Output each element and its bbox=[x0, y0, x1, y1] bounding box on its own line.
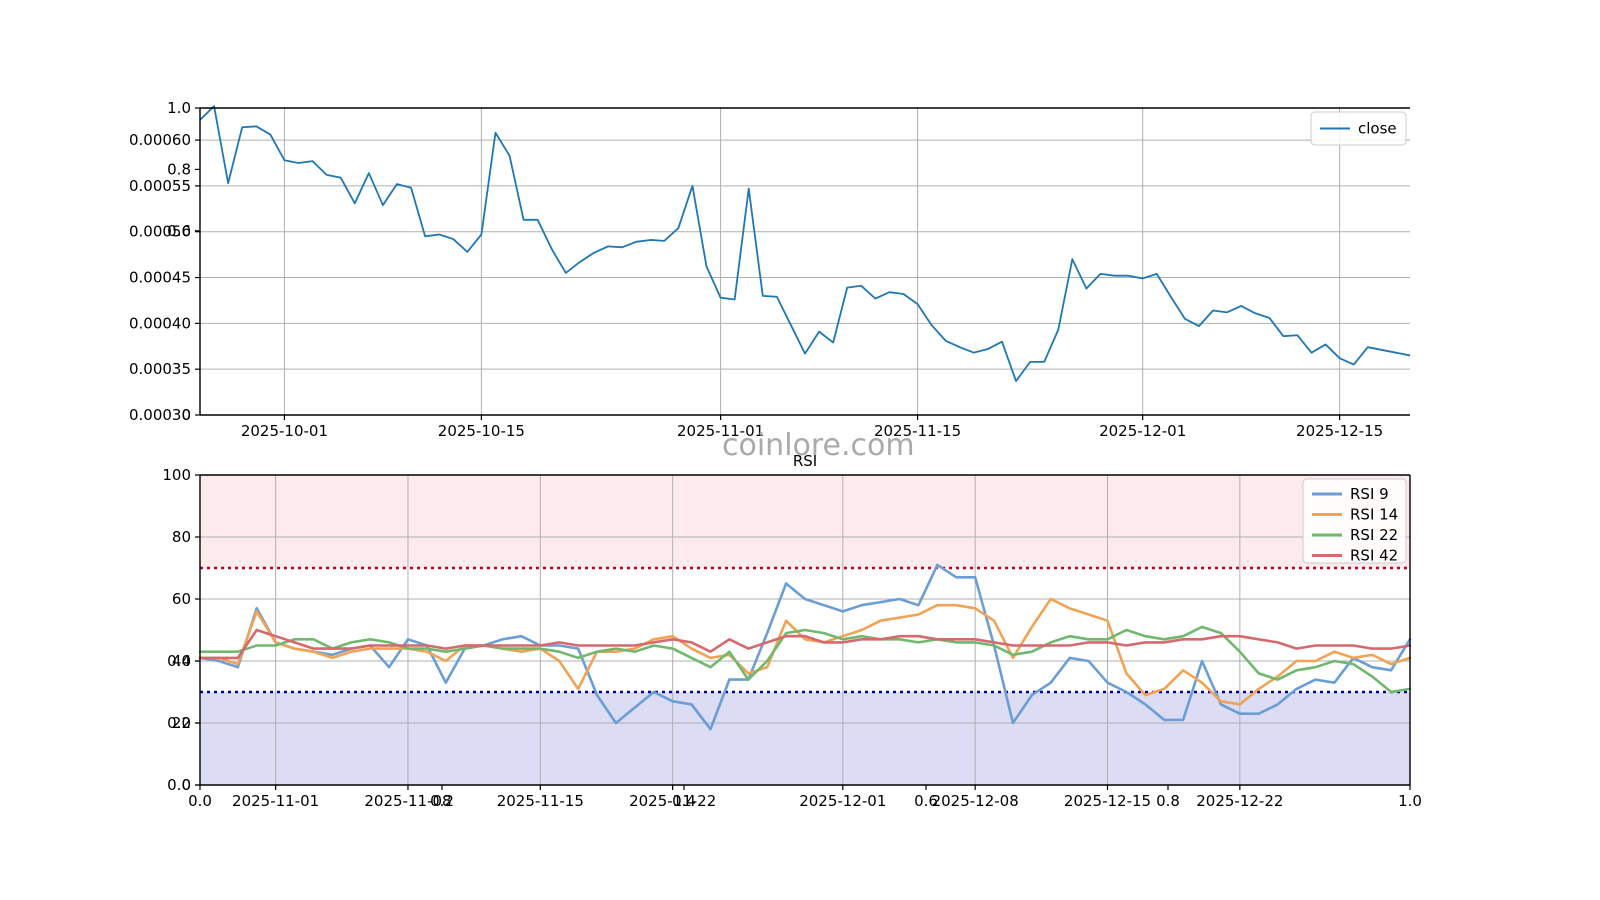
price-ytick-label: 0.00055 bbox=[129, 177, 191, 195]
rsi-legend-label-4: RSI 42 bbox=[1350, 547, 1398, 565]
price-close-line bbox=[199, 105, 1411, 382]
price-legend-label: close bbox=[1358, 120, 1397, 138]
watermark-label: coinlore.com bbox=[722, 428, 915, 463]
price-secondary-xtick-label: 0 bbox=[181, 406, 191, 424]
rsi-xtick-label: 2025-12-01 bbox=[799, 792, 886, 810]
price-ytick-label: 0.00045 bbox=[129, 269, 191, 287]
rsi-ytick-label: 60 bbox=[172, 590, 191, 608]
price-ytick-label: 0.00060 bbox=[129, 131, 191, 149]
rsi-series-line-rsi-42 bbox=[198, 628, 1412, 660]
rsi-legend-label-2: RSI 14 bbox=[1350, 506, 1398, 524]
price-xtick-label: 2025-11-01 bbox=[677, 422, 764, 440]
rsi-secondary-xtick-label: 0.0 bbox=[188, 792, 212, 810]
watermark: coinlore.com bbox=[722, 428, 915, 463]
rsi-series-line-rsi-14 bbox=[198, 597, 1412, 706]
rsi-secondary-ytick-label: 0.2 bbox=[167, 714, 191, 732]
rsi-xtick-label: 2025-12-08 bbox=[932, 792, 1019, 810]
rsi-secondary-xtick-label: 0.6 bbox=[914, 792, 938, 810]
price-legend[interactable]: close bbox=[1310, 111, 1407, 146]
rsi-xtick-label: 2025-11-01 bbox=[232, 792, 319, 810]
rsi-xtick-label: 2025-11-08 bbox=[364, 792, 451, 810]
price-ytick-label: 0.00035 bbox=[129, 360, 191, 378]
rsi-plot-group: 0 20 40 60 80 100 0.0 0.2 0.4 2025-11-01 2025-11-0… bbox=[162, 452, 1422, 810]
rsi-secondary-xtick-label: 1.0 bbox=[1398, 792, 1422, 810]
price-ytick-label: 0.00050 bbox=[129, 223, 191, 241]
rsi-xtick-label: 2025-11-22 bbox=[629, 792, 716, 810]
rsi-xtick-label: 2025-12-15 bbox=[1064, 792, 1151, 810]
rsi-xtick-label: 2025-12-22 bbox=[1196, 792, 1283, 810]
rsi-secondary-xtick-label: 0.8 bbox=[1156, 792, 1180, 810]
price-xtick-label: 2025-10-15 bbox=[438, 422, 525, 440]
rsi-legend-box bbox=[1302, 478, 1407, 564]
rsi-secondary-xtick-label: 0.2 bbox=[430, 792, 454, 810]
rsi-xtick-label: 2025-11-15 bbox=[497, 792, 584, 810]
rsi-secondary-ytick-label: 0.4 bbox=[167, 652, 191, 670]
price-ytick-label: 0.00030 bbox=[129, 406, 191, 424]
rsi-legend-label-3: RSI 22 bbox=[1350, 526, 1398, 544]
rsi-ytick-label: 20 bbox=[172, 714, 191, 732]
price-legend-box bbox=[1310, 111, 1407, 146]
price-secondary-ytick-label: 0.6 bbox=[167, 222, 191, 240]
overbought-band bbox=[200, 475, 1410, 568]
rsi-secondary-ytick-label: 0.0 bbox=[167, 776, 191, 794]
price-xtick-label: 2025-11-15 bbox=[874, 422, 961, 440]
rsi-legend[interactable]: RSI 9 RSI 14 RSI 22 RSI 42 bbox=[1302, 478, 1407, 565]
rsi-ytick-label: 100 bbox=[162, 466, 191, 484]
price-secondary-ytick-label: 0.8 bbox=[167, 160, 191, 178]
rsi-legend-label-1: RSI 9 bbox=[1350, 485, 1389, 503]
rsi-panel-title: RSI bbox=[793, 452, 817, 470]
price-chart-panel: 0.00030 0.00035 0.00040 0.00045 0.00050 0.000… bbox=[129, 99, 1411, 440]
rsi-secondary-xtick-label: 0.4 bbox=[672, 792, 696, 810]
rsi-ytick-label: 40 bbox=[172, 652, 191, 670]
price-plot-group: 0.00030 0.00035 0.00040 0.00045 0.00050 0.000… bbox=[129, 99, 1411, 440]
price-ytick-label: 0.00040 bbox=[129, 314, 191, 332]
rsi-chart-panel: 0 20 40 60 80 100 0.0 0.2 0.4 2025-11-01 2025-11-0… bbox=[162, 452, 1422, 810]
price-xtick-label: 2025-12-15 bbox=[1296, 422, 1383, 440]
price-secondary-ytick-label: 1.0 bbox=[167, 99, 191, 117]
price-xtick-label: 2025-10-01 bbox=[241, 422, 328, 440]
rsi-ytick-label: 0 bbox=[181, 776, 191, 794]
rsi-ytick-label: 80 bbox=[172, 528, 191, 546]
oversold-band bbox=[200, 692, 1410, 785]
price-xtick-label: 2025-12-01 bbox=[1099, 422, 1186, 440]
